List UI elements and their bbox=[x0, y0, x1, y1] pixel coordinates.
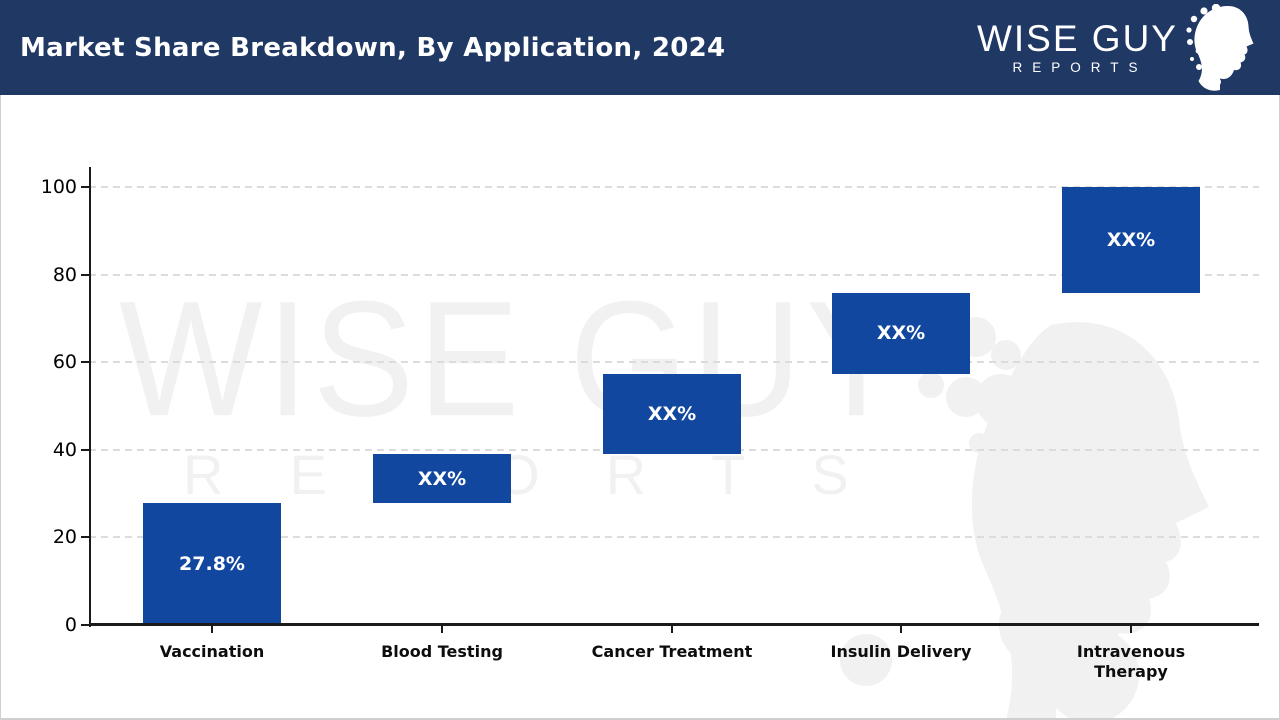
y-tick-label-100: 100 bbox=[40, 176, 77, 198]
y-tick-mark-80 bbox=[81, 273, 89, 276]
page-title: Market Share Breakdown, By Application, … bbox=[20, 32, 726, 63]
y-axis bbox=[89, 167, 91, 627]
watermark-face-icon bbox=[836, 304, 1209, 718]
bar-value-label: XX% bbox=[417, 467, 467, 490]
x-tick-label-intravenous-therapy: Intravenous Therapy bbox=[1076, 642, 1186, 681]
y-tick-label-60: 60 bbox=[52, 351, 77, 374]
bar-insulin-delivery: XX% bbox=[832, 292, 970, 374]
gridline-20 bbox=[89, 536, 1259, 539]
bar-value-label: XX% bbox=[876, 322, 926, 345]
x-tick-label-cancer-treatment: Cancer Treatment bbox=[591, 642, 753, 661]
x-tick-mark bbox=[900, 626, 902, 633]
x-tick-mark bbox=[671, 626, 673, 633]
wise-guy-logo: WISE GUY REPORTS bbox=[977, 3, 1254, 92]
x-tick-label-vaccination: Vaccination bbox=[159, 642, 265, 661]
bar-vaccination: 27.8% bbox=[143, 503, 281, 625]
chart-area: WISE GUY REPORTS 27.8% XX bbox=[0, 95, 1280, 720]
bar-intravenous-therapy: XX% bbox=[1062, 187, 1200, 293]
header: Market Share Breakdown, By Application, … bbox=[0, 0, 1280, 95]
x-tick-mark bbox=[1130, 626, 1132, 633]
gridline-100 bbox=[89, 186, 1259, 188]
y-tick-label-20: 20 bbox=[52, 526, 77, 549]
x-tick-mark bbox=[441, 626, 443, 633]
gridline-80 bbox=[89, 273, 1259, 276]
bar-value-label: XX% bbox=[647, 402, 697, 425]
y-tick-mark-60 bbox=[81, 361, 89, 364]
x-tick-mark bbox=[211, 626, 213, 633]
logo-text: WISE GUY REPORTS bbox=[977, 20, 1178, 75]
logo-face-icon bbox=[1186, 3, 1254, 91]
y-tick-label-0: 0 bbox=[64, 614, 77, 636]
x-axis bbox=[89, 623, 1259, 626]
watermark-reports: REPORTS bbox=[183, 443, 915, 506]
y-tick-mark-40 bbox=[81, 448, 89, 451]
waterfall-chart: 27.8% XX% XX% XX% XX% 0 20 40 60 80 100 Vaccination… bbox=[1, 95, 1279, 718]
y-tick-mark-0 bbox=[81, 624, 89, 626]
bar-cancer-treatment: XX% bbox=[603, 373, 741, 455]
bar-value-label: XX% bbox=[1106, 228, 1156, 251]
bar-blood-testing: XX% bbox=[373, 454, 511, 504]
logo-subtitle: REPORTS bbox=[1012, 60, 1148, 76]
logo-wordmark: WISE GUY bbox=[976, 18, 1178, 60]
y-tick-label-40: 40 bbox=[52, 438, 77, 461]
watermark-wordmark: WISE GUY bbox=[119, 267, 912, 451]
x-tick-label-blood-testing: Blood Testing bbox=[381, 642, 503, 661]
y-tick-mark-100 bbox=[81, 186, 89, 188]
gridline-60 bbox=[89, 361, 1259, 364]
y-tick-label-80: 80 bbox=[52, 263, 77, 286]
y-tick-mark-20 bbox=[81, 536, 89, 539]
bar-value-label: 27.8% bbox=[179, 553, 245, 576]
x-tick-label-insulin-delivery: Insulin Delivery bbox=[830, 642, 972, 661]
